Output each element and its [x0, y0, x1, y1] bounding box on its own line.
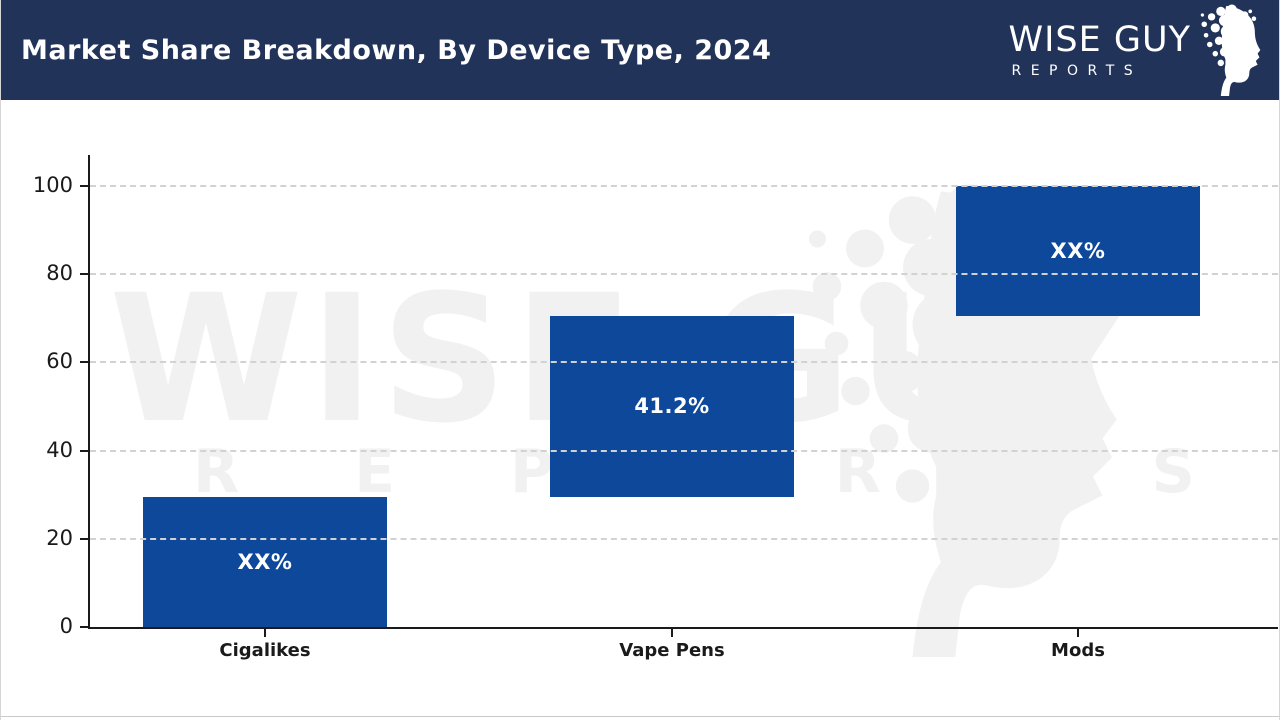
- y-tick-label-100: 100: [32, 173, 73, 197]
- y-tick-label-0: 0: [59, 614, 73, 638]
- y-tick-20: [80, 537, 88, 540]
- bar-value-label-cigalikes: XX%: [237, 550, 293, 575]
- gridline-60: [90, 361, 1278, 364]
- logo-text: WISE GUY REPORTS: [1008, 19, 1191, 79]
- bar-mods: XX%: [956, 186, 1200, 316]
- gridline-40: [90, 449, 1278, 452]
- x-category-label-cigalikes: Cigalikes: [219, 640, 311, 661]
- y-tick-100: [80, 185, 88, 187]
- chart-title: Market Share Breakdown, By Device Type, …: [21, 34, 772, 66]
- y-tick-60: [80, 361, 88, 364]
- dotted-face-icon: [1200, 4, 1261, 96]
- y-tick-label-60: 60: [46, 349, 73, 374]
- gridline-20: [90, 537, 1278, 540]
- x-tick-cigalikes: [264, 629, 266, 637]
- logo-wordmark: WISE GUY: [1008, 19, 1191, 60]
- x-category-label-vape-pens: Vape Pens: [619, 640, 725, 661]
- x-axis-spine: [88, 627, 1278, 629]
- x-category-label-mods: Mods: [1051, 640, 1105, 661]
- y-tick-label-80: 80: [46, 261, 73, 286]
- wise-guy-reports-logo: WISE GUY REPORTS: [1008, 4, 1279, 96]
- gridline-80: [90, 273, 1278, 276]
- bar-value-label-vape-pens: 41.2%: [634, 394, 710, 419]
- bar-vape-pens: 41.2%: [550, 315, 794, 498]
- gridline-100: [90, 185, 1278, 187]
- y-tick-label-20: 20: [46, 525, 73, 550]
- y-tick-80: [80, 273, 88, 276]
- y-axis-spine: [88, 155, 90, 629]
- x-tick-mods: [1077, 629, 1079, 637]
- y-tick-40: [80, 449, 88, 452]
- header-band: Market Share Breakdown, By Device Type, …: [1, 0, 1279, 100]
- bar-cigalikes: XX%: [143, 497, 387, 627]
- y-tick-label-40: 40: [46, 437, 73, 462]
- bar-value-label-mods: XX%: [1050, 238, 1106, 263]
- logo-subtitle: REPORTS: [1011, 62, 1143, 79]
- y-tick-0: [80, 626, 88, 628]
- x-tick-vape-pens: [671, 629, 673, 637]
- plot-area: 0 20 40 60 80 100 XX% Cigalikes 41.2% Vape Pens XX…: [1, 100, 1279, 720]
